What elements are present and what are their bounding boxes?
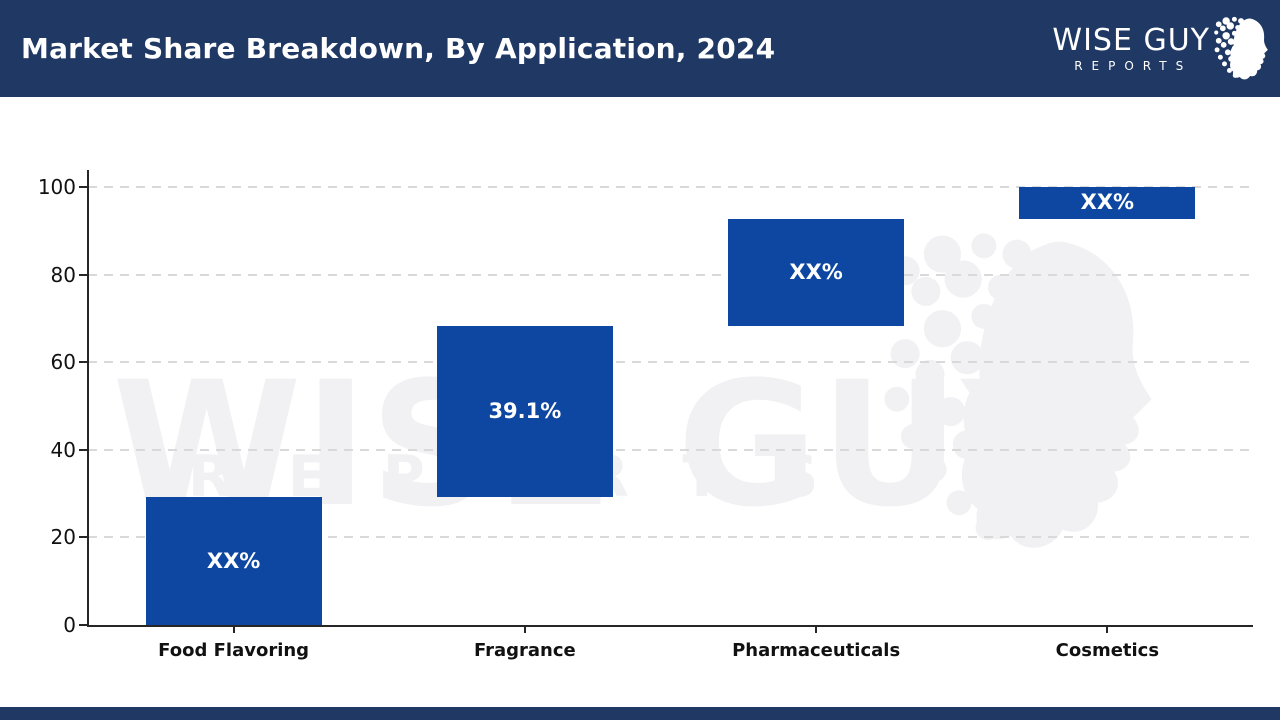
y-axis-line xyxy=(87,170,89,627)
x-tick-mark-0 xyxy=(232,627,235,633)
bar-value-label: XX% xyxy=(789,259,843,284)
x-axis-label-pharmaceuticals: Pharmaceuticals xyxy=(732,640,901,661)
y-tick-label-20: 20 xyxy=(50,525,76,550)
logo-wordmark: WISE GUY REPORTS xyxy=(1052,22,1210,73)
bar-food-flavoring: XX% xyxy=(145,497,322,625)
x-tick-mark-3 xyxy=(1106,627,1109,633)
y-tick-label-40: 40 xyxy=(50,437,76,462)
y-tick-label-60: 60 xyxy=(50,350,76,375)
logo-face-icon xyxy=(1214,16,1268,79)
bar-value-label: XX% xyxy=(1080,190,1135,215)
gridline-60 xyxy=(88,361,1253,364)
y-tick-mark-60 xyxy=(79,361,87,364)
gridline-40 xyxy=(88,448,1253,451)
wiseguy-logo: WISE GUY REPORTS xyxy=(1052,16,1270,82)
bar-cosmetics: XX% xyxy=(1019,187,1196,219)
bar-pharmaceuticals: XX% xyxy=(728,218,905,326)
y-tick-label-100: 100 xyxy=(37,175,76,199)
y-tick-mark-80 xyxy=(79,273,87,276)
bar-fragrance: 39.1% xyxy=(436,325,613,498)
y-tick-mark-20 xyxy=(79,536,87,539)
y-tick-mark-40 xyxy=(79,448,87,451)
logo-wordmark-line2: REPORTS xyxy=(1074,58,1193,73)
x-axis-label-cosmetics: Cosmetics xyxy=(1055,640,1160,661)
chart-plot-area: XX% 39.1% XX% XX% xyxy=(88,170,1253,625)
logo-wordmark-line1: WISE GUY xyxy=(1052,22,1210,58)
bar-value-label: XX% xyxy=(206,548,261,573)
page-title: Market Share Breakdown, By Application, … xyxy=(21,32,776,65)
x-tick-mark-2 xyxy=(815,627,818,633)
x-axis-line xyxy=(88,625,1253,627)
x-tick-mark-1 xyxy=(523,627,526,633)
gridline-100 xyxy=(88,186,1253,188)
y-tick-mark-0 xyxy=(79,624,87,626)
x-axis-label-food-flavoring: Food Flavoring xyxy=(158,640,310,661)
y-tick-mark-100 xyxy=(79,186,87,188)
x-axis-label-fragrance: Fragrance xyxy=(473,640,576,661)
gridline-80 xyxy=(88,273,1253,276)
header-banner: Market Share Breakdown, By Application, … xyxy=(0,0,1280,97)
y-tick-label-80: 80 xyxy=(50,262,76,287)
bar-value-label: 39.1% xyxy=(488,398,562,423)
gridline-20 xyxy=(88,536,1253,539)
footer-bar xyxy=(0,707,1280,720)
y-tick-label-0: 0 xyxy=(63,613,76,637)
